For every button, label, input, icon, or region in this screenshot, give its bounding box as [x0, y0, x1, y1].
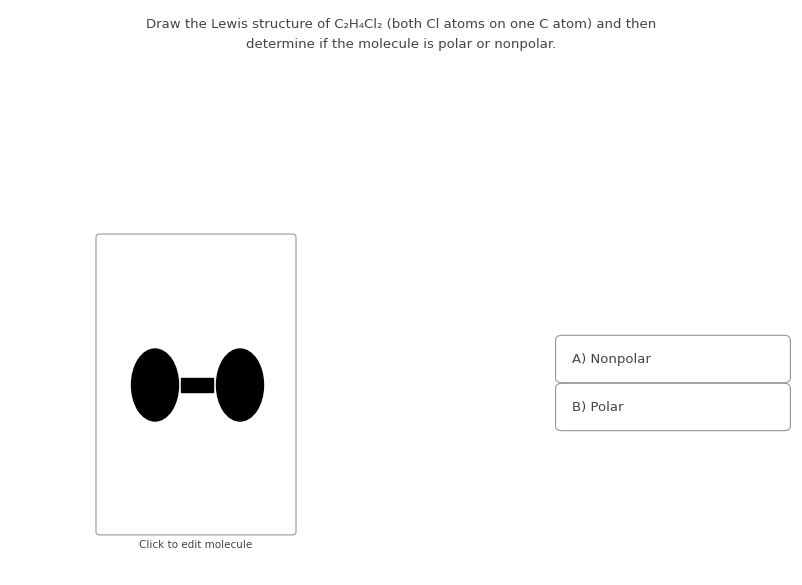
- Text: A) Nonpolar: A) Nonpolar: [572, 353, 650, 366]
- Bar: [181, 378, 213, 392]
- Text: Draw the Lewis structure of C₂H₄Cl₂ (both Cl atoms on one C atom) and then: Draw the Lewis structure of C₂H₄Cl₂ (bot…: [146, 18, 656, 31]
- FancyBboxPatch shape: [96, 234, 296, 535]
- FancyBboxPatch shape: [556, 383, 791, 431]
- Text: B) Polar: B) Polar: [572, 401, 623, 414]
- Text: Click to edit molecule: Click to edit molecule: [140, 540, 253, 550]
- Ellipse shape: [132, 349, 179, 421]
- FancyBboxPatch shape: [556, 335, 791, 383]
- Ellipse shape: [217, 349, 264, 421]
- Text: determine if the molecule is polar or nonpolar.: determine if the molecule is polar or no…: [246, 38, 556, 51]
